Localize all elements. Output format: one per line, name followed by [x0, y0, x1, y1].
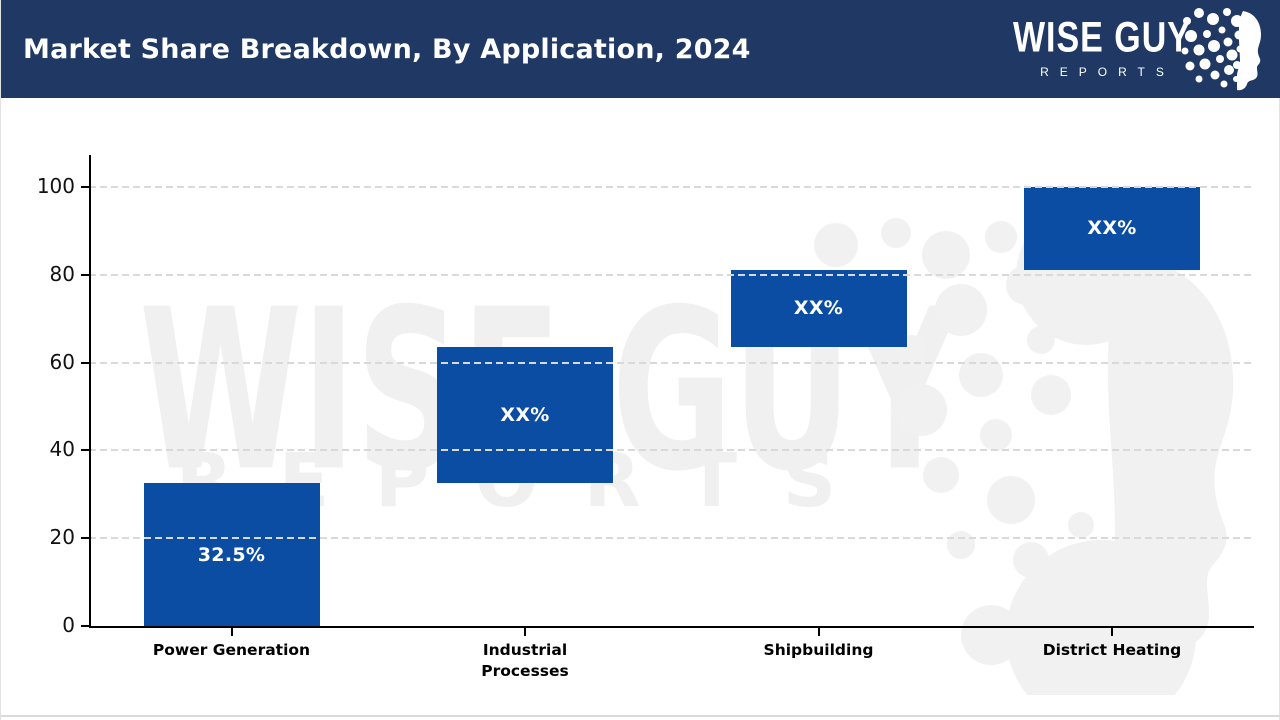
y-axis-line: [89, 155, 91, 628]
x-axis-tick-mark: [524, 628, 526, 636]
header-bar: Market Share Breakdown, By Application, …: [1, 0, 1280, 98]
x-axis-category-label: Industrial Processes: [481, 641, 569, 680]
x-axis-tick-mark: [817, 628, 820, 636]
market-share-bar: XX%: [730, 269, 907, 348]
y-gridline: [89, 537, 1254, 540]
y-gridline: [89, 361, 1254, 364]
y-axis-tick-mark: [81, 625, 89, 627]
y-axis-tick-label: 60: [49, 349, 75, 374]
x-axis-category-label: District Heating: [1042, 641, 1182, 659]
y-gridline: [89, 186, 1254, 188]
y-axis-tick-label: 40: [49, 437, 75, 462]
y-axis-tick-label: 20: [49, 525, 75, 550]
y-gridline: [89, 273, 1254, 276]
y-axis-tick-mark: [81, 449, 89, 452]
page-title: Market Share Breakdown, By Application, …: [23, 33, 751, 65]
y-axis-tick-mark: [81, 273, 89, 276]
y-axis-tick-mark: [81, 186, 89, 188]
logo-wordmark: WISE GUY REPORTS: [1013, 14, 1191, 79]
logo-head-icon: [1181, 8, 1261, 91]
market-share-bar: XX%: [437, 347, 613, 484]
bar-value-label: 32.5%: [197, 543, 266, 566]
x-axis-line: [89, 626, 1254, 628]
y-axis-tick-mark: [81, 361, 89, 364]
x-axis-category-label: Power Generation: [152, 641, 311, 659]
bar-value-label: XX%: [793, 297, 844, 320]
bar-value-label: XX%: [500, 404, 550, 427]
y-axis-tick-label: 80: [49, 261, 75, 286]
bar-value-label: XX%: [1087, 217, 1137, 240]
y-axis-tick-mark: [81, 537, 89, 540]
y-axis-tick-label: 0: [62, 613, 75, 637]
x-axis-tick-mark: [1111, 628, 1113, 636]
x-axis-tick-mark: [230, 628, 233, 636]
market-share-bar: 32.5%: [143, 483, 320, 626]
market-share-bar: XX%: [1024, 187, 1200, 270]
logo-wordmark-main: WISE GUY: [1012, 14, 1191, 62]
y-axis-tick-label: 100: [36, 174, 75, 198]
logo-wordmark-sub: REPORTS: [1040, 65, 1175, 79]
wise-guy-logo: WISE GUY REPORTS: [1013, 5, 1280, 93]
x-axis-category-label: Shipbuilding: [763, 641, 874, 659]
bottom-rule: [1, 715, 1280, 717]
y-gridline: [89, 449, 1254, 452]
